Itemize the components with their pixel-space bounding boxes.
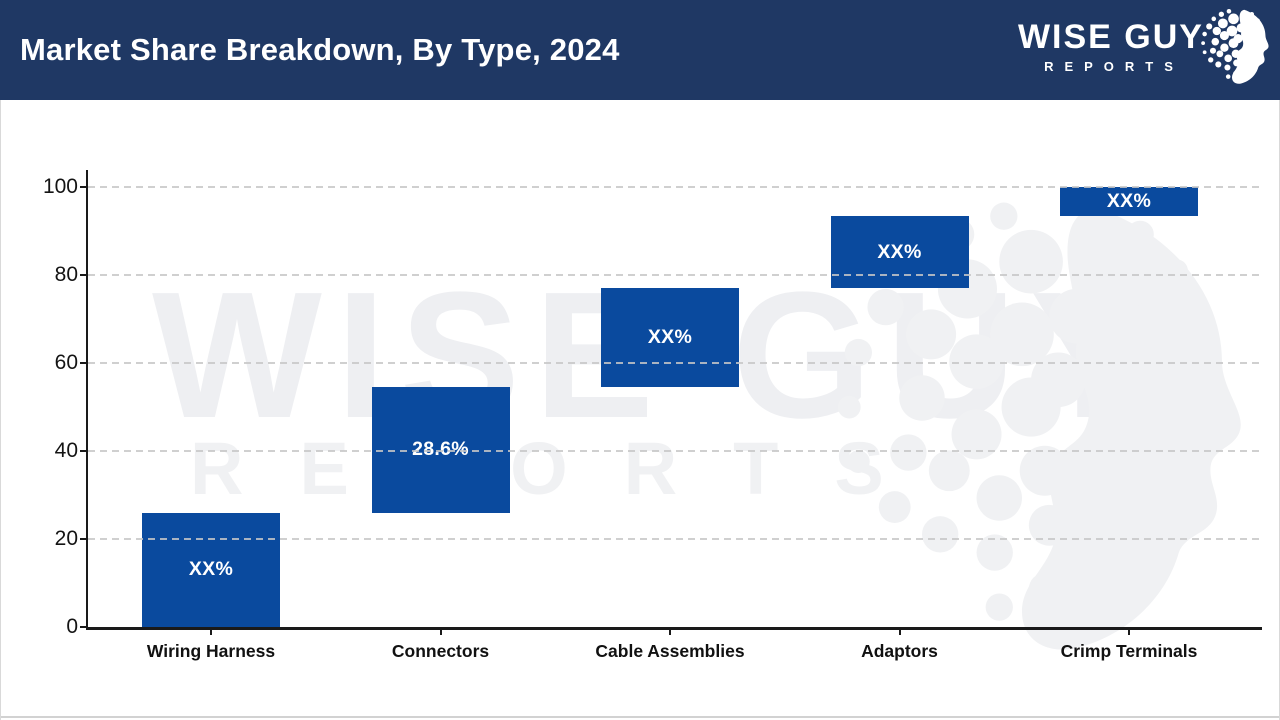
bar-adaptors: XX% (830, 216, 969, 289)
page-left-border (0, 100, 1, 720)
gridline-20 (88, 538, 1262, 540)
y-tick-mark (80, 538, 88, 540)
x-tick-mark (210, 627, 212, 635)
y-tick-mark (80, 626, 88, 628)
logo-text: WISE GUY REPORTS (1018, 20, 1204, 74)
bar-value-label: XX% (877, 240, 922, 263)
bar-value-label: 28.6% (412, 438, 469, 461)
header: Market Share Breakdown, By Type, 2024 WI… (0, 0, 1280, 100)
x-tick-mark (1128, 627, 1130, 635)
x-category-label: Cable Assemblies (595, 641, 745, 661)
x-tick-mark (669, 627, 671, 635)
face-logo-icon (1201, 8, 1269, 84)
gridline-40 (88, 450, 1262, 452)
bar-value-label: XX% (1106, 189, 1152, 212)
x-tick-mark (898, 627, 901, 635)
logo-wordmark: WISE GUY (1017, 18, 1204, 56)
bar-crimp-terminals: XX% (1060, 186, 1198, 217)
y-tick-mark (80, 274, 88, 276)
bar-wiring-harness: XX% (142, 512, 280, 627)
x-category-label: Wiring Harness (146, 641, 276, 661)
y-tick-mark (80, 186, 88, 188)
bar-connectors: 28.6% (371, 386, 510, 513)
watermark-subtext: REPORTS (190, 427, 940, 510)
logo-subtext: REPORTS (1044, 59, 1184, 74)
gridline-60 (88, 362, 1262, 364)
x-category-label: Connectors (391, 641, 490, 661)
x-axis-line (86, 627, 1262, 630)
bar-value-label: XX% (647, 325, 693, 348)
chart-title: Market Share Breakdown, By Type, 2024 (20, 32, 620, 67)
y-tick-label: 100 (42, 175, 78, 198)
y-tick-label: 0 (66, 615, 78, 638)
y-tick-label: 80 (54, 263, 78, 286)
bar-value-label: XX% (188, 558, 234, 581)
y-tick-mark (80, 362, 88, 364)
page-bottom-border (0, 716, 1280, 718)
y-tick-label: 40 (54, 439, 78, 462)
bar-cable-assemblies: XX% (601, 288, 739, 387)
y-tick-mark (80, 450, 88, 452)
gridline-80 (88, 274, 1262, 276)
y-axis-line (86, 170, 88, 630)
x-category-label: Crimp Terminals (1060, 641, 1198, 661)
y-tick-label: 20 (54, 527, 78, 550)
y-tick-label: 60 (54, 351, 78, 374)
wiseguy-logo: WISE GUY REPORTS (1018, 7, 1270, 93)
x-category-label: Adaptors (861, 641, 938, 661)
x-tick-mark (439, 627, 442, 635)
gridline-100 (88, 186, 1262, 188)
